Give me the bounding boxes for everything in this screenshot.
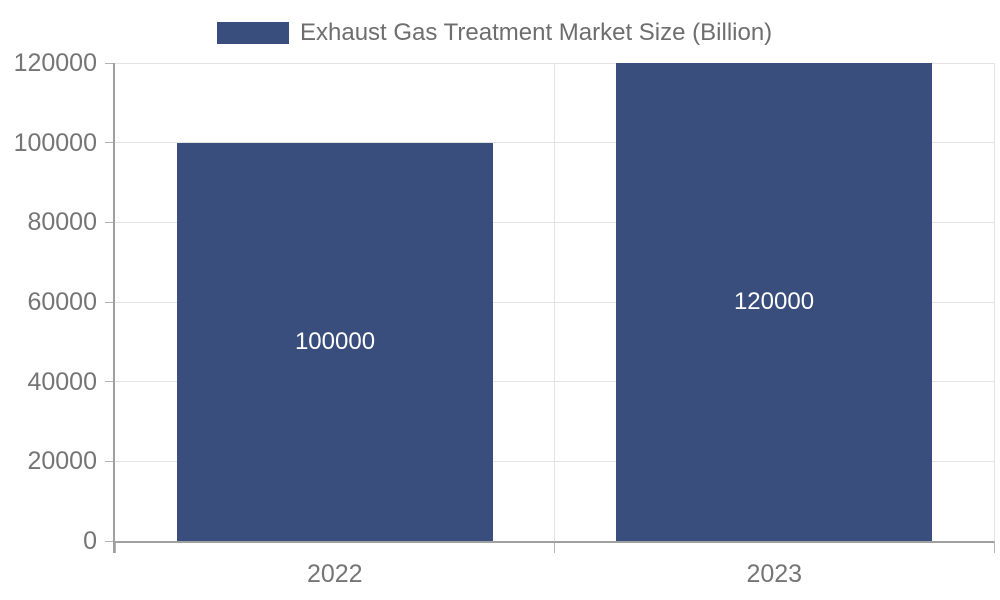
y-tick-mark (105, 142, 115, 144)
y-tick-label: 60000 (27, 288, 97, 316)
bar-value-label: 100000 (294, 327, 376, 355)
bar-2022[interactable]: 100000 (177, 142, 493, 541)
y-tick-mark (105, 221, 115, 223)
y-tick-label: 100000 (13, 128, 97, 157)
x-gridline (993, 63, 995, 541)
x-tick-mark (114, 541, 116, 553)
y-tick-mark (105, 62, 115, 64)
y-tick-label: 120000 (13, 49, 97, 77)
x-gridline (554, 63, 555, 541)
x-tick-mark (554, 541, 555, 553)
y-tick-label: 20000 (27, 447, 97, 476)
y-axis-line (113, 63, 115, 553)
y-tick-mark (105, 460, 115, 462)
x-tick-label: 2023 (746, 560, 803, 588)
legend-item[interactable]: Exhaust Gas Treatment Market Size (Billi… (217, 21, 772, 45)
y-tick-label: 80000 (27, 208, 97, 237)
x-tick-label: 2022 (306, 560, 363, 588)
x-axis-line (113, 541, 994, 543)
x-tick-mark (993, 541, 995, 553)
y-tick-mark (105, 301, 115, 303)
y-tick-label: 0 (83, 527, 97, 555)
y-tick-mark (105, 381, 115, 383)
bar-2023[interactable]: 120000 (616, 63, 932, 541)
legend-swatch (217, 22, 289, 44)
y-tick-mark (105, 540, 115, 542)
legend-label: Exhaust Gas Treatment Market Size (Billi… (300, 19, 773, 46)
y-tick-label: 40000 (27, 367, 97, 396)
bar-value-label: 120000 (733, 288, 815, 315)
